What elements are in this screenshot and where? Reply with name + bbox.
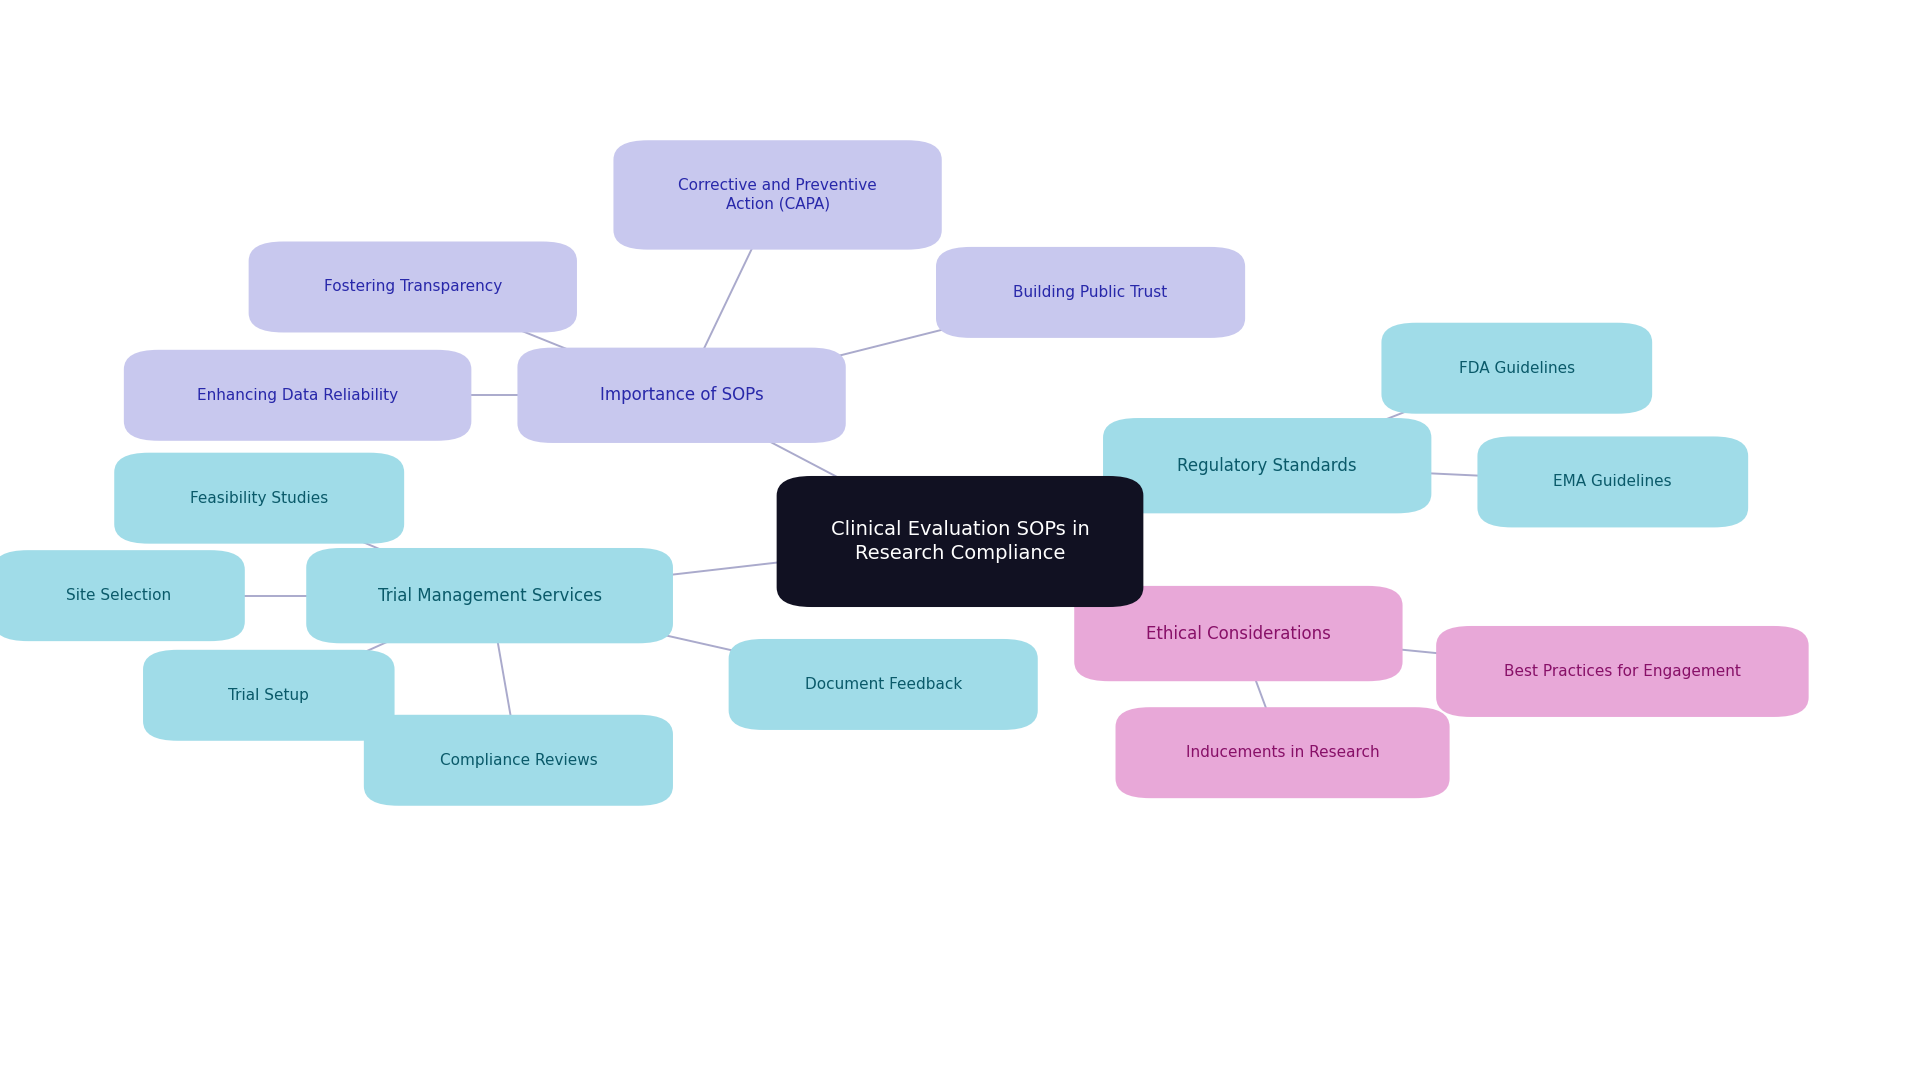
Text: Corrective and Preventive
Action (CAPA): Corrective and Preventive Action (CAPA) xyxy=(678,178,877,212)
FancyBboxPatch shape xyxy=(1476,436,1747,527)
Text: Best Practices for Engagement: Best Practices for Engagement xyxy=(1503,664,1741,679)
Text: Regulatory Standards: Regulatory Standards xyxy=(1177,457,1357,474)
FancyBboxPatch shape xyxy=(1116,707,1450,798)
Text: Ethical Considerations: Ethical Considerations xyxy=(1146,625,1331,642)
Text: Compliance Reviews: Compliance Reviews xyxy=(440,753,597,768)
Text: Building Public Trust: Building Public Trust xyxy=(1014,285,1167,300)
FancyBboxPatch shape xyxy=(1436,626,1809,717)
FancyBboxPatch shape xyxy=(776,477,1142,606)
Text: Clinical Evaluation SOPs in
Research Compliance: Clinical Evaluation SOPs in Research Com… xyxy=(831,520,1089,563)
Text: Trial Setup: Trial Setup xyxy=(228,688,309,703)
FancyBboxPatch shape xyxy=(1382,323,1651,414)
Text: Site Selection: Site Selection xyxy=(67,588,171,603)
Text: EMA Guidelines: EMA Guidelines xyxy=(1553,474,1672,490)
FancyBboxPatch shape xyxy=(115,453,405,544)
Text: Enhancing Data Reliability: Enhancing Data Reliability xyxy=(198,388,397,403)
FancyBboxPatch shape xyxy=(614,141,943,250)
Text: Fostering Transparency: Fostering Transparency xyxy=(324,279,501,295)
Text: FDA Guidelines: FDA Guidelines xyxy=(1459,361,1574,376)
FancyBboxPatch shape xyxy=(365,715,674,806)
FancyBboxPatch shape xyxy=(250,242,576,332)
Text: Feasibility Studies: Feasibility Studies xyxy=(190,491,328,506)
FancyBboxPatch shape xyxy=(730,639,1037,730)
Text: Importance of SOPs: Importance of SOPs xyxy=(599,387,764,404)
FancyBboxPatch shape xyxy=(123,350,472,441)
FancyBboxPatch shape xyxy=(307,548,674,643)
FancyBboxPatch shape xyxy=(935,247,1244,338)
FancyBboxPatch shape xyxy=(1102,418,1432,513)
Text: Document Feedback: Document Feedback xyxy=(804,677,962,692)
FancyBboxPatch shape xyxy=(516,348,845,443)
Text: Inducements in Research: Inducements in Research xyxy=(1187,745,1379,760)
FancyBboxPatch shape xyxy=(1075,586,1402,681)
FancyBboxPatch shape xyxy=(0,550,246,641)
Text: Trial Management Services: Trial Management Services xyxy=(378,587,601,604)
FancyBboxPatch shape xyxy=(144,650,396,741)
